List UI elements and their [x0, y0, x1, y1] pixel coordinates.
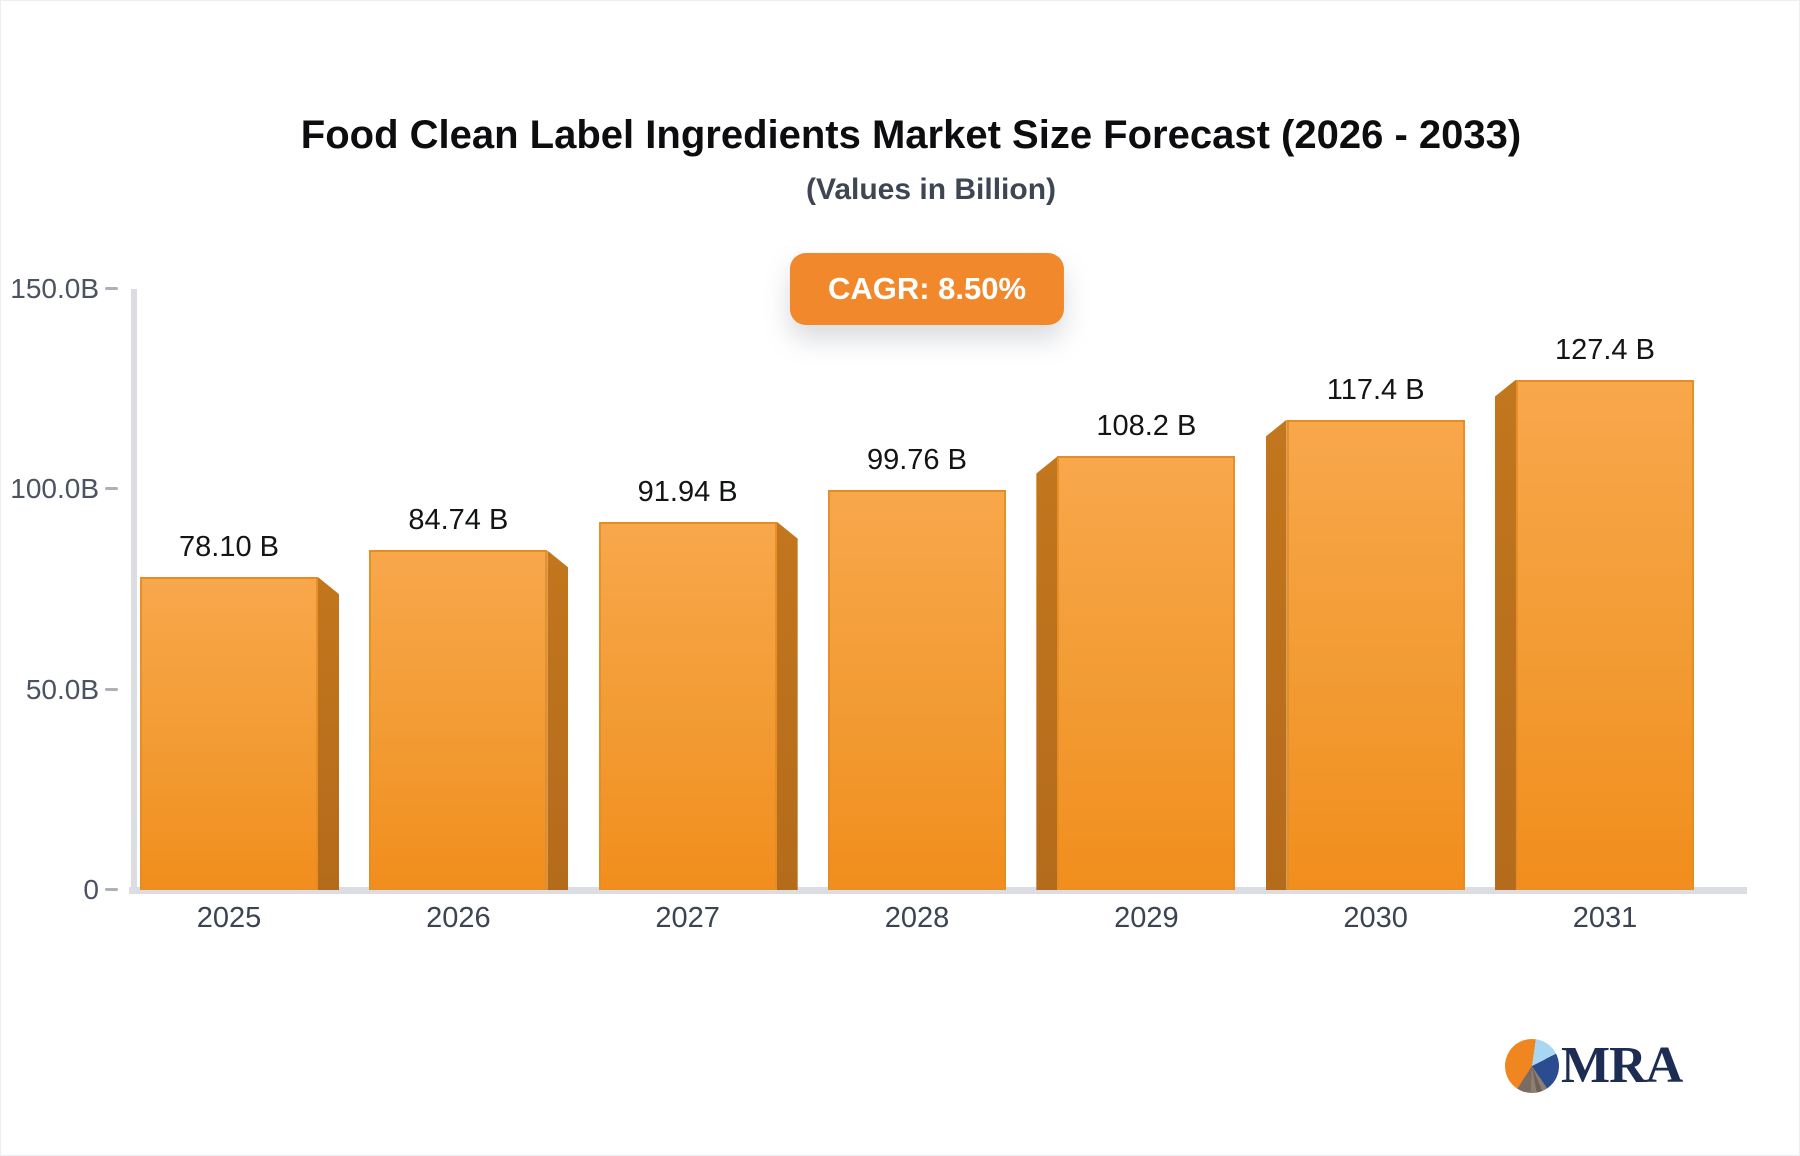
- mra-logo: MRA: [1505, 1037, 1683, 1094]
- cagr-badge: CAGR: 8.50%: [789, 253, 1065, 325]
- bar-2031[interactable]: [1515, 379, 1694, 890]
- bar-2027[interactable]: [598, 521, 777, 890]
- bar-2029-3d-side: [1036, 456, 1058, 890]
- bar-2028[interactable]: [827, 490, 1006, 890]
- logo-text: MRA: [1561, 1037, 1683, 1094]
- y-axis-tick-mark: [105, 487, 118, 491]
- y-axis-tick-label: 50.0B: [25, 673, 99, 705]
- bar-2030[interactable]: [1286, 419, 1465, 890]
- y-axis-tick-mark: [105, 687, 118, 691]
- y-axis-tick-label: 100.0B: [10, 473, 99, 505]
- x-axis-label-2028: 2028: [884, 902, 950, 934]
- bar-2025-3d-side: [318, 577, 339, 890]
- x-axis-label-2025: 2025: [196, 902, 262, 934]
- bar-value-label-2031: 127.4 B: [1554, 333, 1655, 366]
- y-axis-tick-mark: [105, 888, 118, 891]
- y-axis-line: [131, 289, 137, 893]
- x-axis-label-2027: 2027: [655, 902, 720, 934]
- y-axis-tick-label: 0: [83, 874, 99, 905]
- bar-2025[interactable]: [140, 577, 318, 890]
- bar-2030-3d-side: [1265, 419, 1287, 890]
- bar-2027-3d-side: [776, 521, 798, 890]
- bar-value-label-2028: 99.76 B: [866, 444, 967, 477]
- bar-2026-3d-side: [547, 550, 569, 890]
- x-axis-label-2031: 2031: [1572, 902, 1638, 934]
- x-axis-label-2029: 2029: [1114, 902, 1179, 934]
- x-axis-line: [129, 887, 1747, 894]
- bar-2031-3d-side: [1494, 379, 1516, 890]
- bar-value-label-2026: 84.74 B: [408, 504, 509, 537]
- bar-value-label-2025: 78.10 B: [179, 531, 279, 564]
- x-axis-label-2030: 2030: [1343, 902, 1408, 934]
- bar-value-label-2029: 108.2 B: [1096, 410, 1197, 443]
- y-axis-tick-mark: [105, 287, 118, 290]
- bar-value-label-2030: 117.4 B: [1326, 373, 1425, 406]
- bar-2029[interactable]: [1057, 456, 1236, 890]
- pie-chart-logo-icon: [1505, 1039, 1559, 1093]
- chart-subtitle: (Values in Billion): [805, 173, 1057, 206]
- bar-value-label-2027: 91.94 B: [637, 475, 738, 508]
- bar-2026[interactable]: [369, 550, 548, 890]
- chart-title: Food Clean Label Ingredients Market Size…: [300, 113, 1522, 157]
- x-axis-label-2026: 2026: [426, 902, 491, 934]
- y-axis-tick-label: 150.0B: [10, 273, 99, 304]
